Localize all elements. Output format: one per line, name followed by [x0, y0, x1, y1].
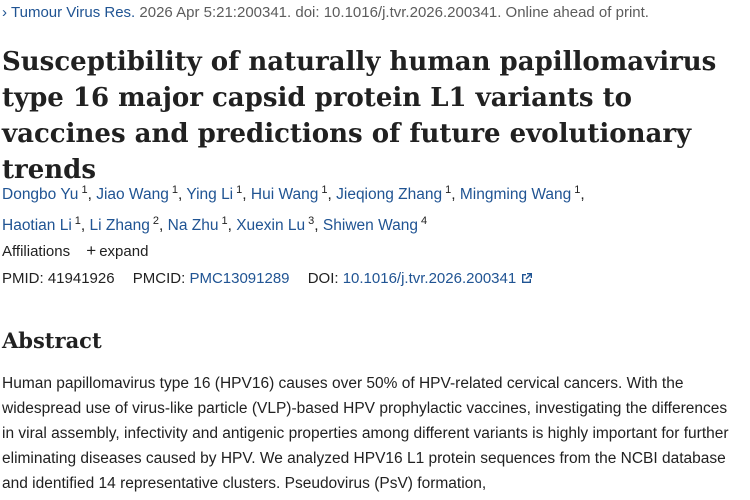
author-list: Dongbo Yu 1, Jiao Wang 1, Ying Li 1, Hui Wa… — [2, 177, 742, 239]
pmcid-link[interactable]: PMC13091289 — [189, 270, 290, 287]
author-affiliation-number[interactable]: 3 — [308, 215, 315, 227]
affiliations-label: Affiliations — [2, 243, 71, 260]
affiliations-expand-button[interactable]: + expand — [74, 241, 149, 260]
article-title: Susceptibility of naturally human papill… — [2, 47, 717, 185]
author-link[interactable]: Hui Wang — [250, 186, 319, 203]
author-link[interactable]: Li Zhang — [89, 217, 150, 234]
author-link[interactable]: Shiwen Wang — [322, 217, 418, 234]
author-affiliation-number[interactable]: 1 — [171, 184, 178, 196]
pmcid-label: PMCID: — [132, 270, 186, 287]
author-affiliation-number[interactable]: 1 — [74, 215, 81, 227]
author-item: Haotian Li 1, — [2, 215, 90, 234]
author-item: Xuexin Lu 3, — [236, 215, 323, 234]
abstract-heading: Abstract — [2, 328, 102, 353]
author-item: Shiwen Wang 4 — [322, 215, 428, 234]
citation-line: › Tumour Virus Res. 2026 Apr 5:21:200341.… — [2, 4, 649, 21]
doi-link-text: 10.1016/j.tvr.2026.200341 — [342, 270, 517, 287]
author-affiliation-number[interactable]: 2 — [152, 215, 159, 227]
pmid-value: 41941926 — [47, 270, 115, 287]
identifiers-row: PMID: 41941926 PMCID: PMC13091289 DOI: 1… — [2, 270, 533, 287]
author-affiliation-number[interactable]: 1 — [445, 184, 452, 196]
author-item: Mingming Wang 1, — [459, 184, 585, 203]
author-link[interactable]: Dongbo Yu — [2, 186, 79, 203]
affiliations-row: Affiliations + expand — [2, 241, 148, 261]
external-link-icon — [522, 273, 533, 283]
author-item: Hui Wang 1, — [250, 184, 337, 203]
doi-label: DOI: — [307, 270, 339, 287]
author-item: Li Zhang 2, — [89, 215, 168, 234]
author-link[interactable]: Mingming Wang — [459, 186, 572, 203]
citation-details: 2026 Apr 5:21:200341. doi: 10.1016/j.tvr… — [139, 4, 649, 21]
chevron-right-icon: › — [2, 4, 7, 21]
author-affiliation-number[interactable]: 1 — [81, 184, 88, 196]
author-affiliation-number[interactable]: 1 — [321, 184, 328, 196]
author-item: Na Zhu 1, — [167, 215, 237, 234]
expand-label: expand — [99, 243, 149, 260]
author-item: Jiao Wang 1, — [96, 184, 187, 203]
author-item: Dongbo Yu 1, — [2, 184, 97, 203]
author-link[interactable]: Jiao Wang — [96, 186, 169, 203]
doi-link[interactable]: 10.1016/j.tvr.2026.200341 — [343, 270, 533, 287]
author-item: Ying Li 1, — [186, 184, 251, 203]
author-item: Jieqiong Zhang 1, — [336, 184, 460, 203]
author-affiliation-number[interactable]: 1 — [574, 184, 581, 196]
author-link[interactable]: Na Zhu — [167, 217, 219, 234]
author-link[interactable]: Ying Li — [186, 186, 234, 203]
pmid-label: PMID: — [2, 270, 44, 287]
author-link[interactable]: Haotian Li — [2, 217, 72, 234]
author-link[interactable]: Jieqiong Zhang — [336, 186, 443, 203]
author-affiliation-number[interactable]: 4 — [420, 215, 428, 227]
abstract-text: Human papillomavirus type 16 (HPV16) cau… — [2, 375, 729, 492]
journal-link[interactable]: Tumour Virus Res. — [11, 4, 136, 21]
plus-icon: + — [86, 241, 97, 260]
author-affiliation-number[interactable]: 1 — [236, 184, 243, 196]
author-affiliation-number[interactable]: 1 — [221, 215, 228, 227]
author-link[interactable]: Xuexin Lu — [236, 217, 306, 234]
